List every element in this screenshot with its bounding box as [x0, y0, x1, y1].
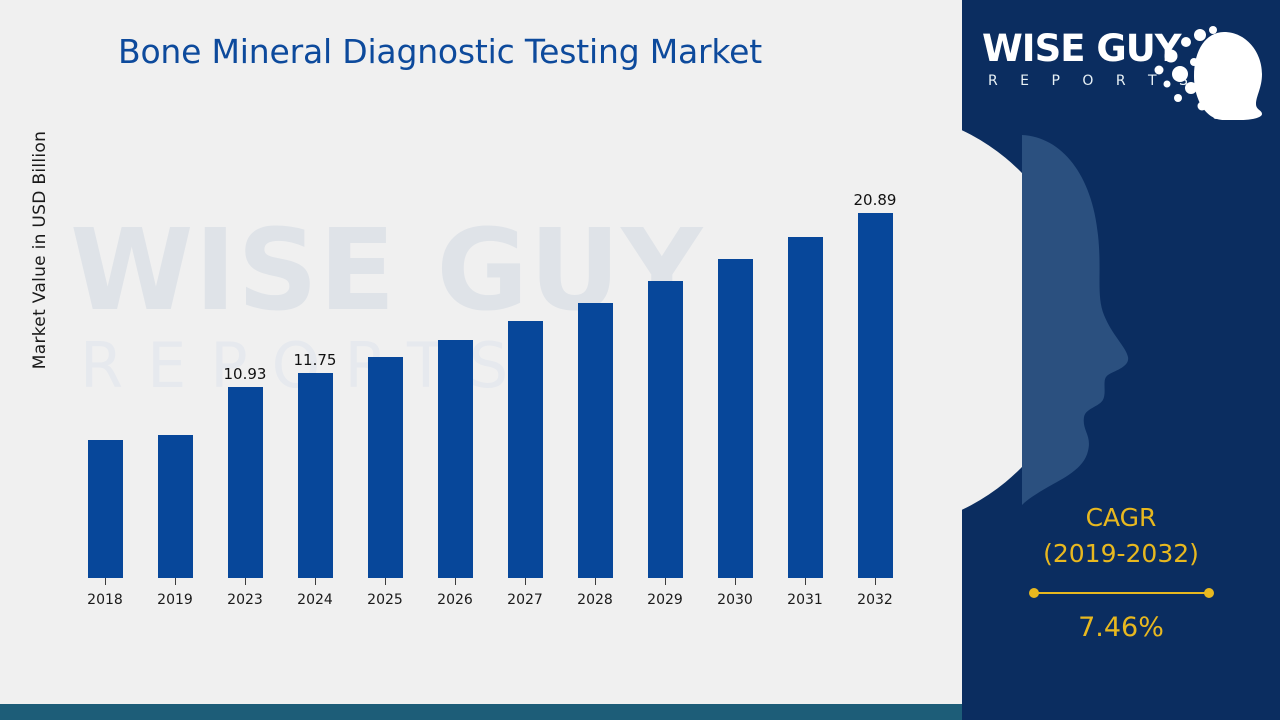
footer-accent-bar [0, 704, 962, 720]
bar-2031 [788, 237, 823, 578]
cagr-block: CAGR (2019-2032) 7.46% [962, 500, 1280, 643]
bar-2027 [508, 321, 543, 578]
x-tick-label-2028: 2028 [577, 592, 613, 608]
divider-rule [1033, 592, 1209, 594]
x-tick-label-2024: 2024 [297, 592, 333, 608]
x-tick-label-2026: 2026 [437, 592, 473, 608]
divider-dot-right [1203, 588, 1214, 598]
x-tick-2029 [665, 578, 666, 585]
bar-group-2018: 2018 [70, 180, 140, 608]
bar-group-2029: 2029 [630, 180, 700, 608]
cagr-value: 7.46% [1078, 612, 1164, 643]
x-tick-label-2030: 2030 [717, 592, 753, 608]
bar-value-label-2032: 20.89 [853, 191, 897, 209]
x-tick-label-2025: 2025 [367, 592, 403, 608]
x-tick-2024 [315, 578, 316, 585]
bar-group-2026: 2026 [420, 180, 490, 608]
bar-2018 [88, 440, 123, 578]
bar-group-2025: 2025 [350, 180, 420, 608]
bar-group-2028: 2028 [560, 180, 630, 608]
x-tick-label-2023: 2023 [227, 592, 263, 608]
y-axis-title: Market Value in USD Billion [30, 130, 50, 370]
brand-panel: WISE GUY R E P O R T S [962, 0, 1280, 720]
bar-group-2027: 2027 [490, 180, 560, 608]
cagr-divider [1028, 588, 1214, 598]
bar-group-2023: 10.93 2023 [210, 180, 280, 608]
x-tick-label-2019: 2019 [157, 592, 193, 608]
x-tick-label-2018: 2018 [87, 592, 123, 608]
x-tick-label-2027: 2027 [507, 592, 543, 608]
bar-2032 [858, 213, 893, 578]
x-tick-2026 [455, 578, 456, 585]
x-tick-2032 [875, 578, 876, 585]
logo-wordmark: WISE GUY [982, 27, 1182, 70]
bar-group-2024: 11.75 2024 [280, 180, 350, 608]
x-tick-2019 [175, 578, 176, 585]
bar-chart-plot: 2018 2019 10.93 2023 11.75 2024 2025 2026 2027 20… [70, 180, 910, 608]
bar-2029 [648, 281, 683, 578]
bar-value-label-2023: 10.93 [223, 365, 267, 383]
cagr-period: (2019-2032) [1043, 539, 1199, 568]
x-tick-2025 [385, 578, 386, 585]
dotted-head-icon [1150, 26, 1270, 126]
bar-2025 [368, 357, 403, 578]
x-tick-label-2029: 2029 [647, 592, 683, 608]
bar-group-2030: 2030 [700, 180, 770, 608]
x-tick-label-2031: 2031 [787, 592, 823, 608]
bar-2024 [298, 373, 333, 578]
x-tick-2027 [525, 578, 526, 585]
bar-2026 [438, 340, 473, 578]
bar-group-2019: 2019 [140, 180, 210, 608]
page-title: Bone Mineral Diagnostic Testing Market [118, 32, 762, 71]
chart-panel: Bone Mineral Diagnostic Testing Market W… [0, 32, 962, 720]
bar-value-label-2024: 11.75 [293, 351, 337, 369]
x-tick-2031 [805, 578, 806, 585]
x-tick-2028 [595, 578, 596, 585]
x-tick-2023 [245, 578, 246, 585]
bar-2023 [228, 387, 263, 578]
bar-2019 [158, 435, 193, 578]
bar-2030 [718, 259, 753, 578]
brand-logo: WISE GUY R E P O R T S [982, 26, 1262, 120]
x-tick-label-2032: 2032 [857, 592, 893, 608]
x-tick-2030 [735, 578, 736, 585]
bar-group-2032: 20.89 2032 [840, 180, 910, 608]
logo-subtitle: R E P O R T S [988, 73, 1197, 89]
bar-group-2031: 2031 [770, 180, 840, 608]
head-profile-silhouette-icon [1022, 135, 1192, 505]
bar-2028 [578, 303, 613, 578]
cagr-title: CAGR [1085, 503, 1157, 532]
x-tick-2018 [105, 578, 106, 585]
